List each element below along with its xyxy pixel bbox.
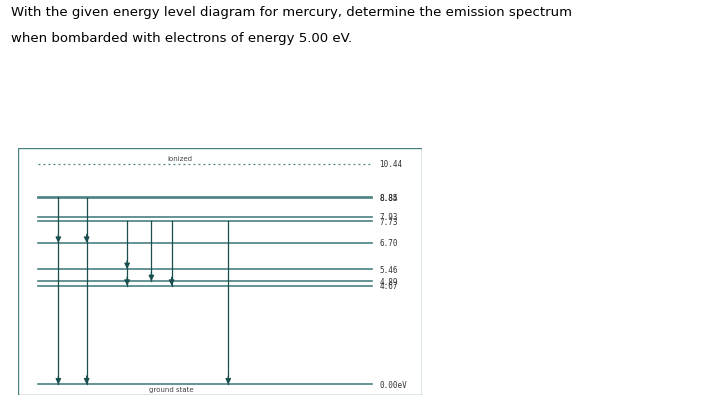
Text: ionized: ionized (168, 156, 192, 162)
Text: 8.84: 8.84 (379, 194, 397, 203)
Text: 0.00eV: 0.00eV (379, 380, 407, 389)
Text: 10.44: 10.44 (379, 160, 402, 169)
Text: With the given energy level diagram for mercury, determine the emission spectrum: With the given energy level diagram for … (11, 6, 572, 19)
Text: 7.93: 7.93 (379, 213, 397, 222)
Text: 7.73: 7.73 (379, 217, 397, 226)
Text: 5.46: 5.46 (379, 265, 397, 274)
Text: 4.89: 4.89 (379, 277, 397, 286)
Text: ground state: ground state (150, 386, 194, 392)
Text: 4.67: 4.67 (379, 282, 397, 290)
Text: 8.85: 8.85 (379, 193, 397, 203)
Text: when bombarded with electrons of energy 5.00 eV.: when bombarded with electrons of energy … (11, 32, 352, 45)
Text: 6.70: 6.70 (379, 239, 397, 248)
